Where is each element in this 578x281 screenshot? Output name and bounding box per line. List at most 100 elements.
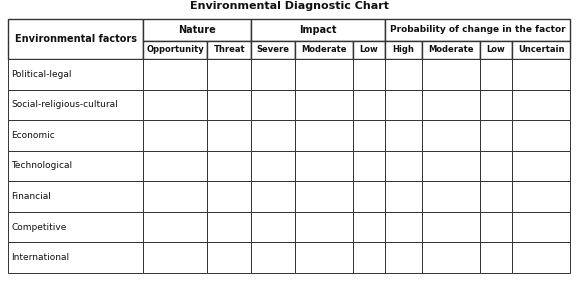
Text: Opportunity: Opportunity [146,46,204,55]
Bar [353,212,385,243]
Text: Low: Low [487,46,505,55]
Bar [8,19,143,59]
Bar [512,41,570,59]
Bar [512,212,570,243]
Bar [353,59,385,90]
Text: Political-legal: Political-legal [11,70,72,79]
Text: Probability of change in the factor: Probability of change in the factor [390,26,565,35]
Bar [208,59,251,90]
Text: Uncertain: Uncertain [518,46,564,55]
Bar [208,243,251,273]
Bar [8,59,143,90]
Bar [208,151,251,181]
Bar [385,90,422,120]
Text: Low: Low [360,46,378,55]
Bar [385,120,422,151]
Bar [422,120,480,151]
Bar [208,120,251,151]
Bar [251,90,295,120]
Bar [295,212,353,243]
Bar [385,59,422,90]
Bar [422,243,480,273]
Bar [353,120,385,151]
Bar [480,212,512,243]
Bar [251,151,295,181]
Bar [143,19,251,41]
Bar [251,212,295,243]
Bar [251,59,295,90]
Text: Technological: Technological [11,162,72,171]
Text: International: International [11,253,69,262]
Bar [8,212,143,243]
Text: Impact: Impact [299,25,337,35]
Bar [208,181,251,212]
Text: Threat: Threat [213,46,245,55]
Bar [512,120,570,151]
Bar [385,19,570,41]
Bar [295,181,353,212]
Bar [512,243,570,273]
Bar [480,181,512,212]
Bar [208,90,251,120]
Text: Competitive: Competitive [11,223,66,232]
Bar [422,181,480,212]
Bar [422,41,480,59]
Bar [143,243,208,273]
Bar [8,120,143,151]
Bar [251,120,295,151]
Bar [143,181,208,212]
Bar [422,90,480,120]
Bar [143,41,208,59]
Bar [512,151,570,181]
Bar [512,181,570,212]
Bar [8,181,143,212]
Bar [385,181,422,212]
Bar [385,243,422,273]
Bar [143,151,208,181]
Bar [143,120,208,151]
Bar [208,41,251,59]
Bar [295,41,353,59]
Bar [385,41,422,59]
Bar [480,243,512,273]
Bar [480,59,512,90]
Text: Environmental factors: Environmental factors [14,34,136,44]
Bar [353,181,385,212]
Bar [251,19,385,41]
Bar [422,212,480,243]
Bar [8,90,143,120]
Bar [251,243,295,273]
Bar [353,151,385,181]
Bar [480,120,512,151]
Text: High: High [392,46,414,55]
Bar [208,212,251,243]
Bar [143,90,208,120]
Text: Economic: Economic [11,131,55,140]
Bar [295,151,353,181]
Bar [480,90,512,120]
Bar [353,243,385,273]
Bar [353,41,385,59]
Bar [251,41,295,59]
Text: Financial: Financial [11,192,51,201]
Bar [8,151,143,181]
Bar [422,151,480,181]
Text: Moderate: Moderate [428,46,474,55]
Bar [422,59,480,90]
Bar [353,90,385,120]
Bar [295,59,353,90]
Bar [143,59,208,90]
Text: Moderate: Moderate [301,46,346,55]
Bar [512,59,570,90]
Bar [385,151,422,181]
Bar [8,243,143,273]
Bar [295,120,353,151]
Text: Environmental Diagnostic Chart: Environmental Diagnostic Chart [190,1,388,11]
Bar [480,41,512,59]
Bar [512,90,570,120]
Bar [295,90,353,120]
Text: Social-religious-cultural: Social-religious-cultural [11,100,118,109]
Text: Severe: Severe [257,46,290,55]
Bar [295,243,353,273]
Text: Nature: Nature [178,25,216,35]
